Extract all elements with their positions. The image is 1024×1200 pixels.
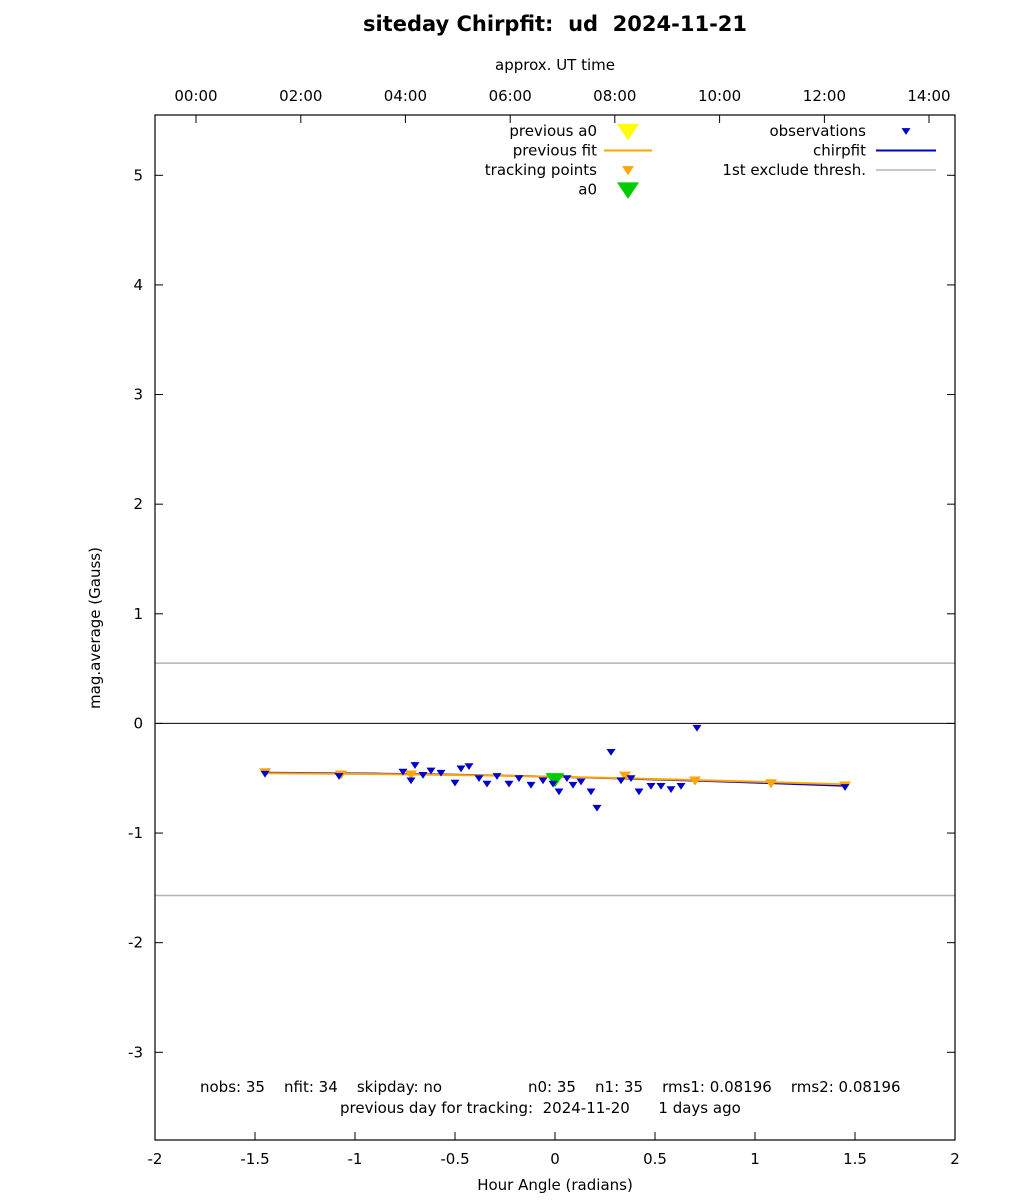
svg-text:04:00: 04:00: [384, 87, 427, 105]
x-axis-label: Hour Angle (radians): [477, 1176, 633, 1194]
plot-border: [154, 114, 956, 1141]
a0-marker: [545, 773, 565, 788]
x-axis-ticks: -2 -1.5 -1 -0.5 0 0.5 1 1.5 2: [148, 1132, 960, 1168]
svg-text:0.5: 0.5: [643, 1150, 667, 1168]
svg-text:-2: -2: [128, 934, 143, 952]
footer-stats-left: nobs: 35 nfit: 34 skipday: no: [200, 1078, 443, 1096]
chart-title: siteday Chirpfit: ud 2024-11-21: [362, 12, 748, 36]
y-axis-ticks: -3 -2 -1 0 1 2 3 4 5: [128, 166, 955, 1061]
svg-text:4: 4: [133, 276, 143, 294]
svg-text:-3: -3: [128, 1043, 143, 1061]
svg-text:08:00: 08:00: [593, 87, 636, 105]
svg-text:a0: a0: [578, 181, 597, 199]
svg-text:5: 5: [133, 166, 143, 184]
svg-text:previous a0: previous a0: [509, 122, 597, 140]
svg-text:1st exclude thresh.: 1st exclude thresh.: [722, 161, 866, 179]
svg-text:-1: -1: [128, 824, 143, 842]
svg-text:1.5: 1.5: [843, 1150, 867, 1168]
observations-points: [260, 724, 850, 812]
exclude-threshold-lines: [155, 662, 955, 897]
footer-tracking-note: previous day for tracking: 2024-11-20 1 …: [340, 1099, 741, 1117]
svg-text:tracking points: tracking points: [485, 161, 597, 179]
svg-text:-1: -1: [348, 1150, 363, 1168]
svg-text:observations: observations: [769, 122, 866, 140]
svg-text:1: 1: [133, 605, 143, 623]
svg-text:02:00: 02:00: [279, 87, 322, 105]
svg-text:2: 2: [133, 495, 143, 513]
svg-text:2: 2: [950, 1150, 960, 1168]
svg-text:00:00: 00:00: [174, 87, 217, 105]
svg-text:06:00: 06:00: [489, 87, 532, 105]
top-axis-ticks: 00:00 02:00 04:00 06:00 08:00 10:00 12:00 14:00: [174, 87, 951, 123]
svg-text:12:00: 12:00: [803, 87, 846, 105]
svg-text:0: 0: [550, 1150, 560, 1168]
footer-stats-right: n0: 35 n1: 35 rms1: 0.08196 rms2: 0.0819…: [528, 1078, 901, 1096]
svg-text:-1.5: -1.5: [240, 1150, 269, 1168]
svg-text:3: 3: [133, 386, 143, 404]
svg-text:10:00: 10:00: [698, 87, 741, 105]
svg-text:1: 1: [750, 1150, 760, 1168]
svg-text:previous fit: previous fit: [513, 142, 597, 160]
svg-text:chirpfit: chirpfit: [813, 142, 866, 160]
top-axis-label: approx. UT time: [495, 56, 615, 74]
svg-text:14:00: 14:00: [907, 87, 950, 105]
svg-text:-0.5: -0.5: [440, 1150, 469, 1168]
svg-text:0: 0: [133, 714, 143, 732]
svg-text:-2: -2: [148, 1150, 163, 1168]
